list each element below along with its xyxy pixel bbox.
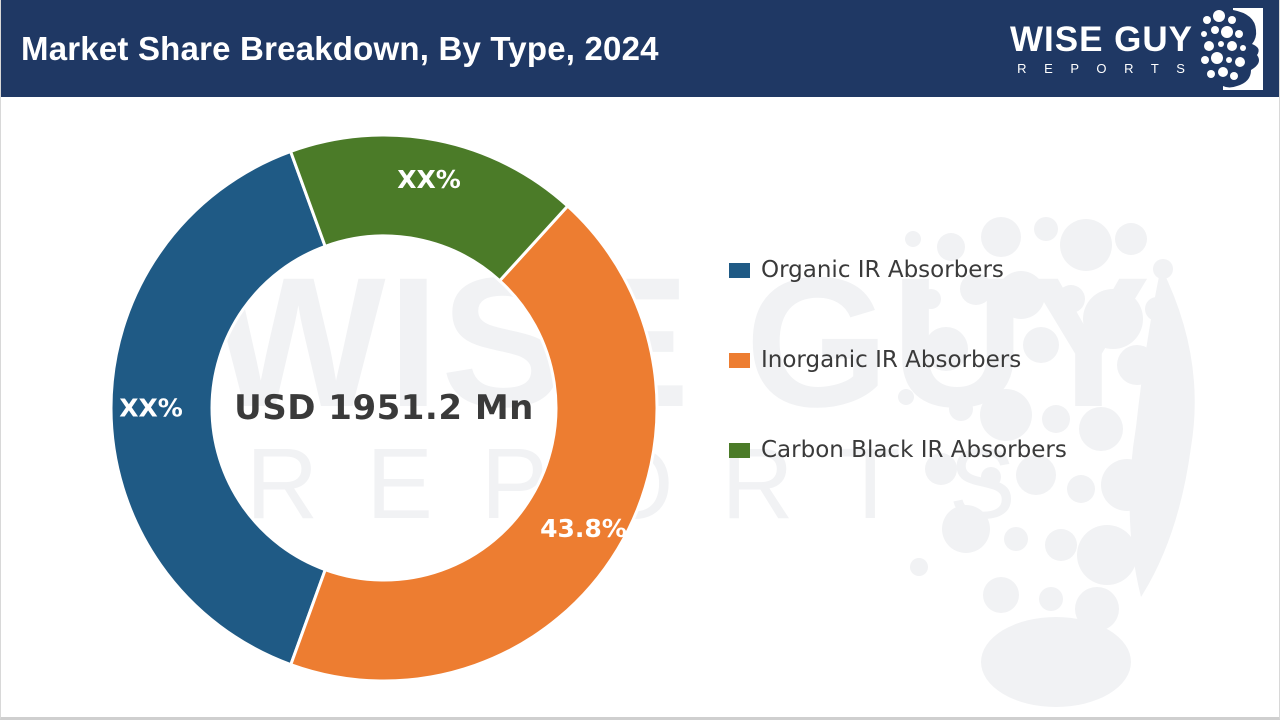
legend-label: Inorganic IR Absorbers xyxy=(761,346,1022,373)
chart-area: WISE GUY REPORTS XX% 43.8% XX% USD 1951.2 … xyxy=(1,97,1279,717)
chart-center-value: USD 1951.2 Mn xyxy=(234,388,534,428)
watermark: WISE GUY REPORTS xyxy=(1,97,1279,717)
legend-item-carbon-black-ir-absorbers: Carbon Black IR Absorbers xyxy=(729,435,1067,465)
logo-subtitle: R E P O R T S xyxy=(1017,61,1192,76)
slice-value-label: XX% xyxy=(397,165,461,194)
wiseguy-logo: WISE GUY R E P O R T S xyxy=(1010,7,1263,90)
legend-label: Carbon Black IR Absorbers xyxy=(761,436,1067,463)
wiseguy-logo-text: WISE GUY R E P O R T S xyxy=(1010,22,1193,75)
slice-value-label: XX% xyxy=(119,394,183,423)
legend-item-inorganic-ir-absorbers: Inorganic IR Absorbers xyxy=(729,345,1021,375)
legend-swatch xyxy=(729,352,750,368)
wiseguy-face-icon xyxy=(1201,7,1263,90)
legend-item-organic-ir-absorbers: Organic IR Absorbers xyxy=(729,255,1004,285)
legend-swatch xyxy=(729,262,750,278)
donut-slice-inorganic-ir-absorbers xyxy=(288,203,659,683)
slice-value-label: 43.8% xyxy=(540,514,627,543)
logo-title: WISE GUY xyxy=(1009,20,1193,59)
header: Market Share Breakdown, By Type, 2024 WI… xyxy=(1,0,1279,97)
legend-label: Organic IR Absorbers xyxy=(761,256,1004,283)
legend-swatch xyxy=(729,442,750,458)
page-title: Market Share Breakdown, By Type, 2024 xyxy=(21,29,659,67)
donut-slice-carbon-black-ir-absorbers xyxy=(288,133,570,283)
watermark-face-dots xyxy=(898,217,1195,707)
